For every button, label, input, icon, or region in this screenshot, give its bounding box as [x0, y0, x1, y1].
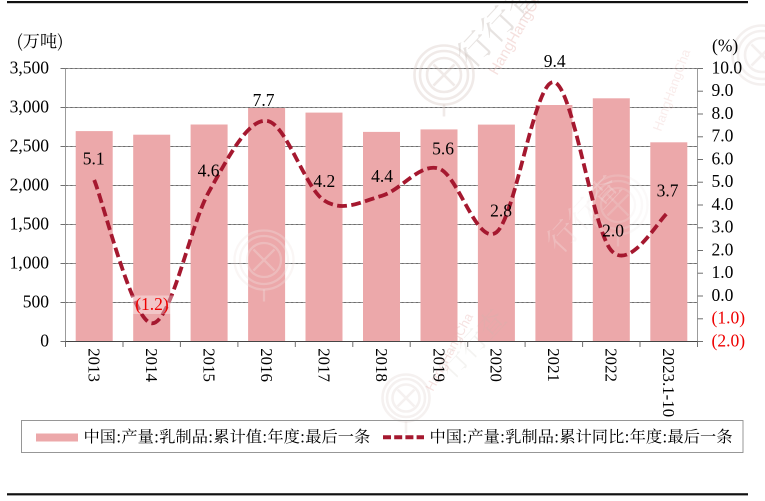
svg-text:5.1: 5.1: [83, 149, 105, 169]
svg-text:7.0: 7.0: [712, 126, 734, 146]
svg-text:2,000: 2,000: [10, 174, 50, 194]
svg-text:(1.2): (1.2): [135, 294, 169, 314]
svg-text:4.0: 4.0: [712, 194, 734, 214]
svg-text:2,500: 2,500: [10, 135, 50, 155]
svg-text:2.0: 2.0: [602, 221, 624, 241]
svg-text:9.0: 9.0: [712, 80, 734, 100]
svg-text:2014: 2014: [142, 348, 161, 382]
svg-text:2016: 2016: [257, 348, 276, 382]
svg-text:7.7: 7.7: [253, 90, 275, 110]
svg-text:6.0: 6.0: [712, 148, 734, 168]
svg-text:3,500: 3,500: [10, 57, 50, 77]
svg-text:3.7: 3.7: [657, 180, 679, 200]
svg-text:1,000: 1,000: [10, 252, 50, 272]
svg-text:2018: 2018: [372, 348, 391, 382]
svg-text:2023.1-10: 2023.1-10: [659, 348, 678, 417]
svg-text:3.0: 3.0: [712, 217, 734, 237]
svg-text:5.0: 5.0: [712, 171, 734, 191]
svg-text:2.8: 2.8: [490, 201, 512, 221]
svg-text:(1.0): (1.0): [712, 308, 746, 328]
svg-text:9.4: 9.4: [544, 51, 566, 71]
svg-text:5.6: 5.6: [432, 139, 454, 159]
svg-text:2022: 2022: [602, 348, 621, 382]
svg-text:10.0: 10.0: [712, 57, 743, 77]
svg-text:2020: 2020: [487, 348, 506, 382]
svg-text:2013: 2013: [85, 348, 104, 382]
svg-text:2019: 2019: [429, 348, 448, 382]
svg-text:4.6: 4.6: [198, 161, 220, 181]
svg-text:2015: 2015: [199, 348, 218, 382]
svg-text:2017: 2017: [314, 348, 333, 382]
svg-text:(%): (%): [712, 35, 738, 55]
svg-text:8.0: 8.0: [712, 103, 734, 123]
svg-text:2.0: 2.0: [712, 239, 734, 259]
svg-text:1.0: 1.0: [712, 262, 734, 282]
svg-text:500: 500: [23, 291, 50, 311]
svg-text:3,000: 3,000: [10, 96, 50, 116]
svg-text:0.0: 0.0: [712, 285, 734, 305]
svg-text:1,500: 1,500: [10, 213, 50, 233]
svg-text:4.4: 4.4: [371, 166, 393, 186]
svg-text:0: 0: [40, 330, 49, 350]
svg-text:(2.0): (2.0): [712, 330, 746, 350]
svg-text:4.2: 4.2: [313, 171, 335, 191]
svg-text:2021: 2021: [544, 348, 563, 382]
